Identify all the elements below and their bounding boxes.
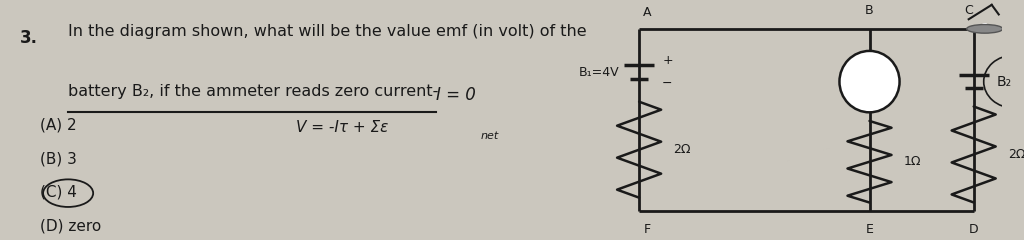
Text: 1: 1 (980, 22, 989, 35)
Text: (C) 4: (C) 4 (40, 185, 77, 200)
Text: A: A (643, 6, 651, 19)
Ellipse shape (840, 51, 899, 112)
Text: 1Ω: 1Ω (903, 155, 921, 168)
Text: 2Ω: 2Ω (673, 143, 690, 156)
Text: F: F (643, 223, 650, 236)
Text: B: B (865, 4, 873, 17)
Text: (B) 3: (B) 3 (40, 151, 77, 166)
Text: 2Ω: 2Ω (1008, 148, 1024, 161)
Text: 3.: 3. (20, 29, 38, 47)
Text: A: A (865, 75, 873, 88)
Text: battery B₂, if the ammeter reads zero current-: battery B₂, if the ammeter reads zero cu… (69, 84, 438, 99)
Text: I = 0: I = 0 (436, 86, 475, 104)
Text: (A) 2: (A) 2 (40, 118, 77, 133)
Text: V = -Iτ + Σε: V = -Iτ + Σε (296, 120, 388, 135)
Text: B₁=4V: B₁=4V (579, 66, 620, 78)
Text: (D) zero: (D) zero (40, 218, 101, 233)
Circle shape (967, 24, 1002, 33)
Text: net: net (481, 131, 499, 141)
Text: D: D (969, 223, 979, 236)
Text: +: + (663, 54, 673, 67)
Text: In the diagram shown, what will be the value emf (in volt) of the: In the diagram shown, what will be the v… (69, 24, 587, 39)
Text: E: E (865, 223, 873, 236)
Text: B₂: B₂ (996, 75, 1012, 89)
Text: C: C (965, 4, 973, 17)
Text: −: − (663, 77, 673, 90)
